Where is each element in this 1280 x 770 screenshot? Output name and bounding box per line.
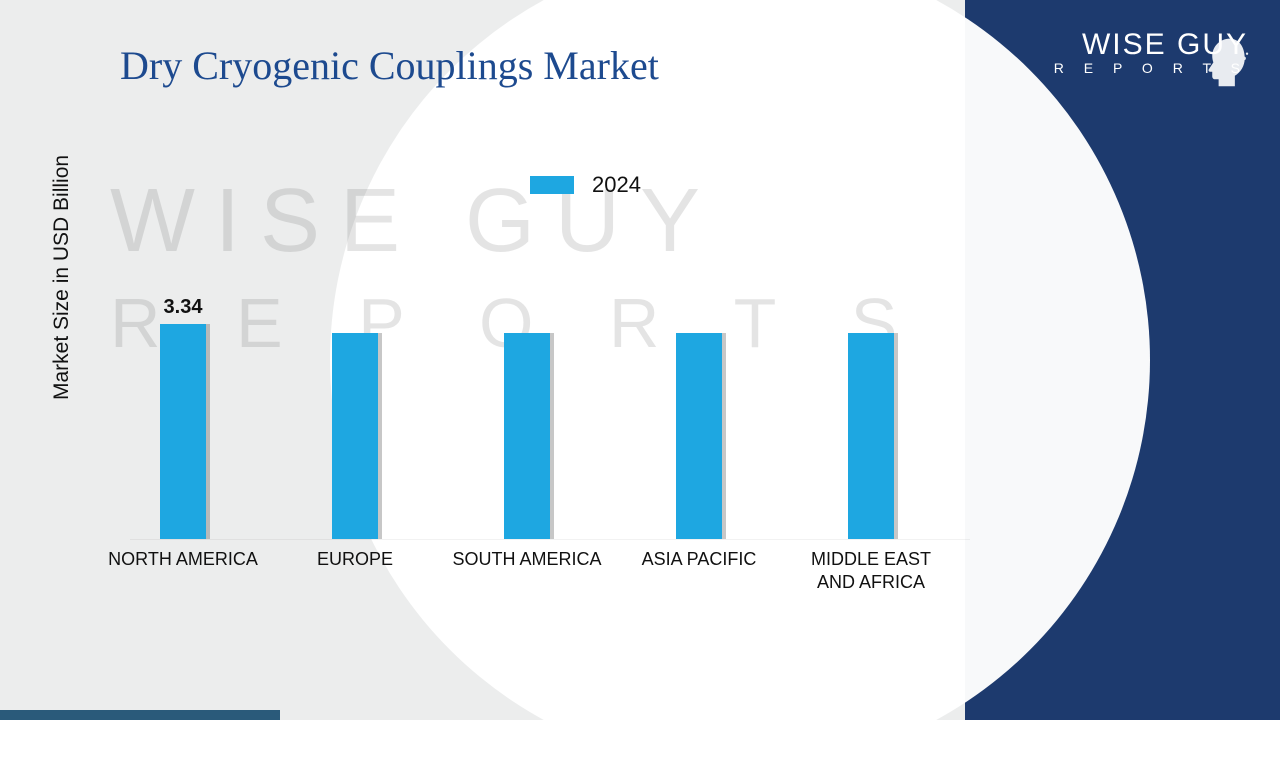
page-root: WISE GUY R E P O R T S Dry Cryogenic Cou… [0,0,1280,720]
x-axis-label: MIDDLE EAST AND AFRICA [796,548,946,593]
bar-group [676,333,722,539]
bar-shadow [206,324,210,539]
bar-shadow [722,333,726,539]
bar [676,333,722,539]
legend-label: 2024 [592,172,641,198]
bar-value-label: 3.34 [148,296,218,319]
bar-chart: Market Size in USD Billion 3.34 NORTH AM… [100,140,980,660]
chart-legend: 2024 [530,172,641,198]
x-axis-label: EUROPE [280,548,430,571]
y-axis-label: Market Size in USD Billion [50,155,74,400]
bar-group [504,333,550,539]
bar [848,333,894,539]
bar-shadow [894,333,898,539]
legend-swatch [530,176,574,194]
chart-title: Dry Cryogenic Couplings Market [120,42,659,89]
bar-shadow [378,333,382,539]
bar [332,333,378,539]
head-silhouette-icon [1196,34,1254,92]
brand-logo: WISE GUY R E P O R T S [1054,28,1248,76]
x-axis-label: SOUTH AMERICA [452,548,602,571]
bar-shadow [550,333,554,539]
x-axis-label: ASIA PACIFIC [624,548,774,571]
bar [160,324,206,539]
bar-group [332,333,378,539]
x-axis-label: NORTH AMERICA [108,548,258,571]
plot-area: 3.34 [130,140,970,540]
bar-group: 3.34 [160,324,206,539]
bar [504,333,550,539]
footer-accent-bar [0,710,280,720]
bar-group [848,333,894,539]
